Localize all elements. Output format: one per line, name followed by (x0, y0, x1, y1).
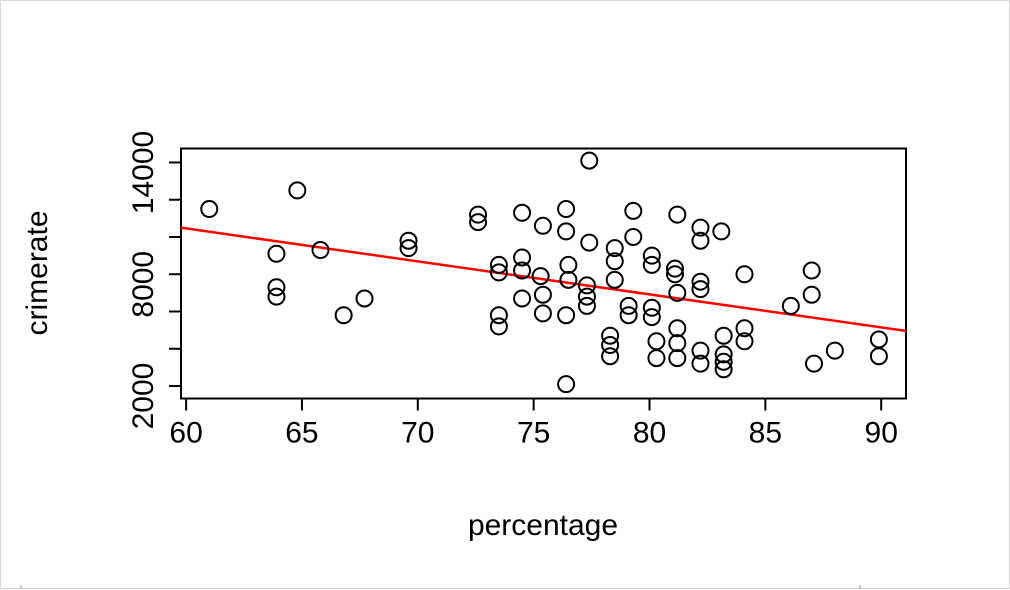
data-point (714, 345, 733, 364)
data-point (642, 255, 661, 274)
data-point (469, 213, 488, 232)
data-point (489, 255, 508, 274)
data-point (691, 341, 710, 360)
data-point (691, 354, 710, 373)
data-point (735, 332, 754, 351)
data-point (288, 181, 307, 200)
y-tick-label: 2000 (127, 363, 160, 430)
data-point (489, 317, 508, 336)
data-point (691, 231, 710, 250)
data-point (605, 270, 624, 289)
data-point (781, 296, 800, 315)
data-point (668, 205, 687, 224)
data-point (802, 261, 821, 280)
x-tick-label: 75 (517, 417, 550, 450)
data-point (355, 289, 374, 308)
data-point (642, 298, 661, 317)
data-point (577, 296, 596, 315)
page-bottom-tick-right (859, 585, 861, 589)
data-point (619, 306, 638, 325)
data-point (577, 287, 596, 306)
plot-contents: 60 65 70 75 80 85 90 2000 8000 14000 (127, 131, 907, 450)
y-tick-label: 8000 (127, 251, 160, 318)
data-point (489, 306, 508, 325)
data-point (531, 267, 550, 286)
data-point (712, 222, 731, 241)
data-point (200, 200, 219, 219)
data-point (399, 231, 418, 250)
data-point (557, 200, 576, 219)
data-point (557, 222, 576, 241)
data-point (533, 216, 552, 235)
y-tick-label: 14000 (127, 131, 160, 214)
data-point (267, 278, 286, 297)
data-point (513, 261, 532, 280)
data-point (601, 347, 620, 366)
data-point (334, 306, 353, 325)
data-point (668, 349, 687, 368)
data-point (605, 239, 624, 258)
data-point (399, 239, 418, 258)
data-point (513, 289, 532, 308)
data-point (647, 349, 666, 368)
data-point (691, 218, 710, 237)
data-point (513, 248, 532, 267)
regression-line (180, 226, 907, 333)
data-point (311, 241, 330, 260)
data-point (714, 352, 733, 371)
data-point (665, 265, 684, 284)
page-bottom-tick-left (20, 585, 22, 589)
data-point (668, 283, 687, 302)
data-point (559, 270, 578, 289)
data-point (642, 308, 661, 327)
x-tick-label: 80 (633, 417, 666, 450)
data-point (869, 347, 888, 366)
data-point (624, 227, 643, 246)
x-tick-label: 60 (169, 417, 202, 450)
data-point (580, 151, 599, 170)
data-point (557, 306, 576, 325)
data-point (869, 330, 888, 349)
data-point (559, 255, 578, 274)
data-point (580, 233, 599, 252)
data-point (533, 285, 552, 304)
data-point (601, 326, 620, 345)
data-point (267, 244, 286, 263)
page-bottom-border (1, 588, 1009, 589)
data-point (557, 375, 576, 394)
data-point (601, 336, 620, 355)
data-point (533, 304, 552, 323)
data-point (714, 360, 733, 379)
data-point (469, 205, 488, 224)
x-tick-label: 85 (749, 417, 782, 450)
x-tick-label: 70 (401, 417, 434, 450)
data-point (714, 326, 733, 345)
data-point (647, 332, 666, 351)
data-point (691, 272, 710, 291)
data-point (489, 263, 508, 282)
data-point (668, 334, 687, 353)
data-point (668, 319, 687, 338)
data-point (665, 259, 684, 278)
data-point (624, 201, 643, 220)
data-point (577, 276, 596, 295)
x-tick-label: 90 (865, 417, 898, 450)
data-point (619, 296, 638, 315)
x-axis-label: percentage (468, 509, 618, 542)
y-axis-label: crimerate (21, 210, 54, 335)
data-point (825, 341, 844, 360)
data-point (802, 285, 821, 304)
data-point (267, 287, 286, 306)
x-tick-label: 65 (285, 417, 318, 450)
data-point (691, 280, 710, 299)
data-point (513, 203, 532, 222)
data-point (735, 265, 754, 284)
data-point (805, 354, 824, 373)
data-point (735, 319, 754, 338)
data-point (605, 252, 624, 271)
data-point (642, 246, 661, 265)
